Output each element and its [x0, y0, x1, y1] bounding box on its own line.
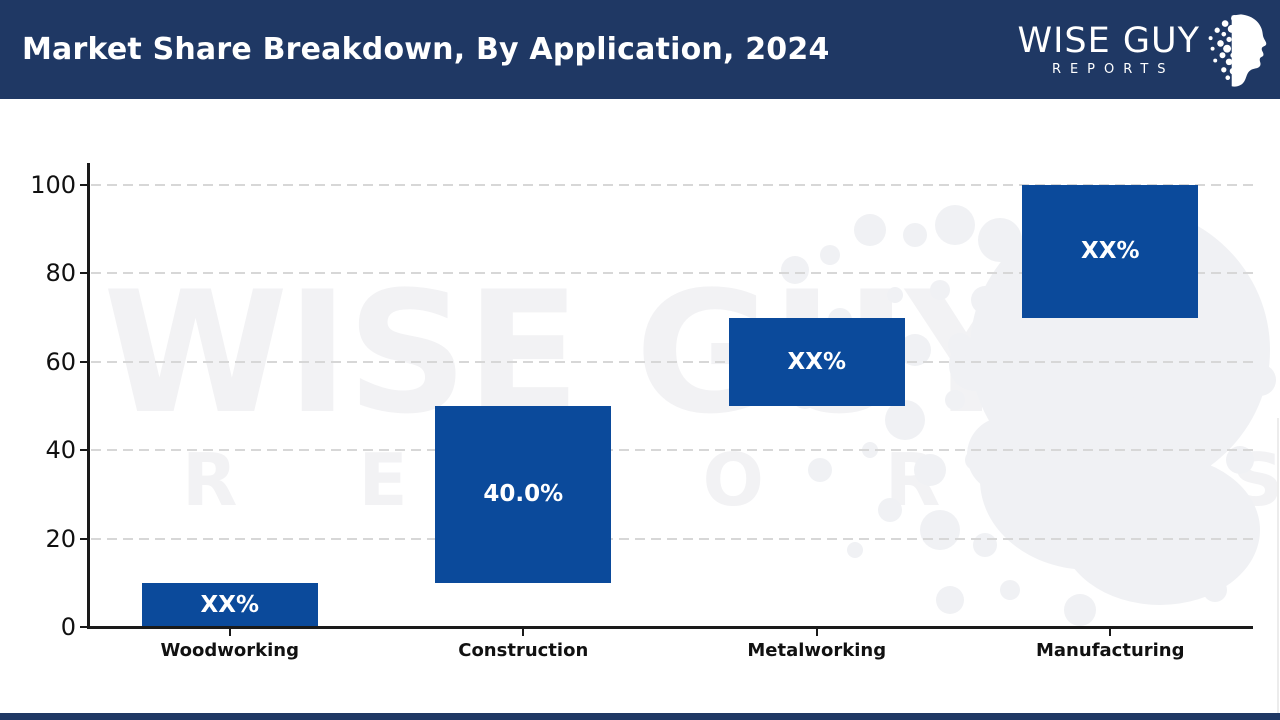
y-tick-label-100: 100: [30, 171, 76, 199]
x-axis-line: [87, 626, 1253, 629]
bar-value-label: XX%: [1080, 238, 1140, 265]
x-tick-label-woodworking: Woodworking: [160, 640, 300, 661]
y-axis-tick-20: [80, 537, 89, 540]
y-axis-tick-80: [80, 272, 89, 275]
wise-guy-reports-logo: WISE GUY REPORTS: [1017, 10, 1280, 90]
x-axis-tick-metalworking: [815, 627, 818, 636]
x-tick-label-metalworking: Metalworking: [747, 640, 887, 661]
dotted-head-logo-icon: [1208, 13, 1267, 87]
y-tick-label-80: 80: [45, 259, 76, 288]
gridline-20: [91, 537, 1253, 540]
gridline-40: [91, 449, 1253, 452]
bar-value-label: XX%: [787, 348, 846, 375]
x-axis-tick-manufacturing: [1109, 627, 1112, 636]
x-axis-tick-woodworking: [228, 627, 231, 636]
x-tick-label-manufacturing: Manufacturing: [1036, 640, 1185, 661]
y-axis-tick-0: [80, 626, 89, 628]
logo-wordmark: WISE GUY: [1017, 20, 1200, 61]
logo-subtext: REPORTS: [1051, 61, 1175, 77]
market-share-chart: WISE GUY R E P O R T S 0 20 40 60 80 100 XX: [0, 99, 1280, 713]
right-edge-line: [1277, 418, 1279, 713]
gridline-60: [91, 360, 1253, 363]
gridline-100: [91, 184, 1253, 186]
report-header: Market Share Breakdown, By Application, …: [0, 0, 1280, 99]
y-tick-label-60: 60: [45, 347, 76, 376]
footer-bar: [0, 713, 1280, 720]
y-axis-tick-40: [80, 449, 89, 452]
bar-metalworking: XX%: [728, 317, 905, 406]
x-axis-tick-construction: [522, 627, 525, 636]
bar-construction: 40.0%: [435, 406, 612, 583]
y-axis-line: [87, 163, 90, 629]
watermark-dotted-head: [781, 205, 1276, 626]
page-title: Market Share Breakdown, By Application, …: [22, 32, 830, 67]
y-tick-label-20: 20: [45, 524, 76, 553]
y-axis-tick-60: [80, 360, 89, 363]
bar-manufacturing: XX%: [1022, 185, 1199, 318]
y-tick-label-0: 0: [60, 613, 76, 641]
gridline-80: [91, 272, 1253, 275]
bar-woodworking: XX%: [141, 582, 318, 627]
bar-value-label: 40.0%: [483, 481, 564, 508]
bar-value-label: XX%: [200, 591, 259, 618]
y-axis-tick-100: [80, 184, 89, 186]
x-tick-label-construction: Construction: [458, 640, 589, 661]
logo-text: WISE GUY REPORTS: [1017, 20, 1200, 77]
y-tick-label-40: 40: [45, 436, 76, 465]
